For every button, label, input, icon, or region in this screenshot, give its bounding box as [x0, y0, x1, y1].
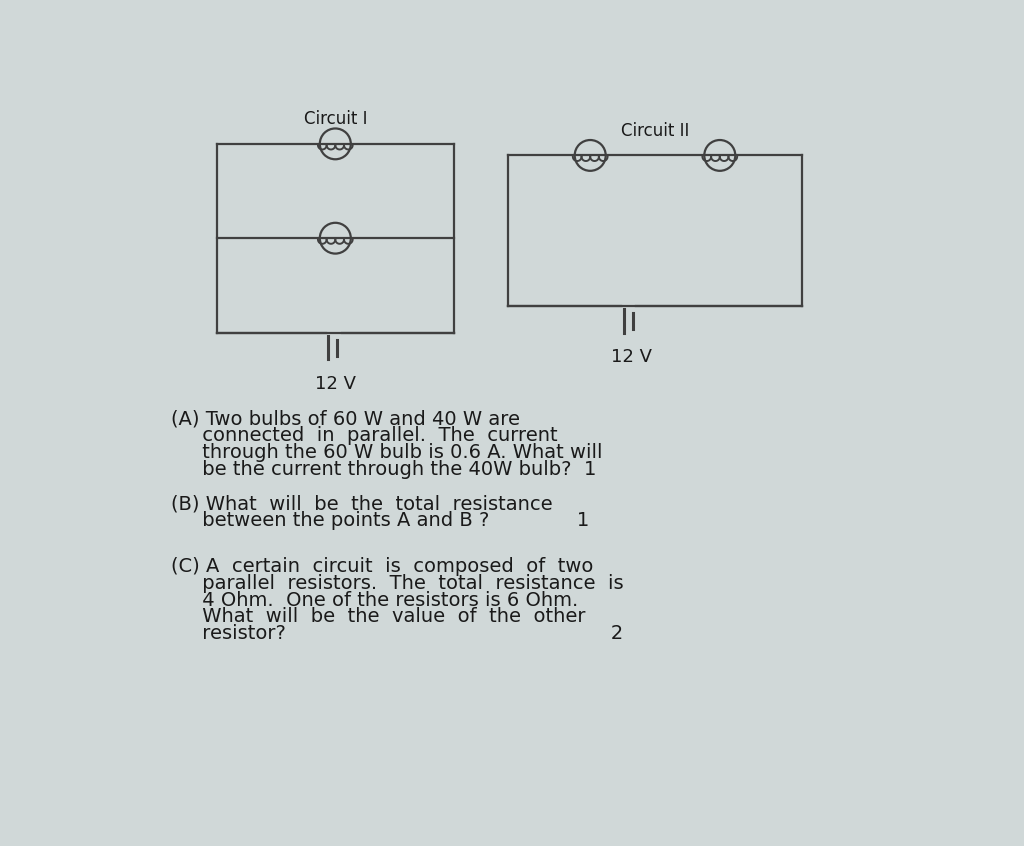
Text: resistor?                                                    2: resistor? 2: [171, 624, 623, 643]
Text: parallel  resistors.  The  total  resistance  is: parallel resistors. The total resistance…: [171, 574, 624, 593]
Text: between the points A and B ?              1: between the points A and B ? 1: [171, 511, 589, 530]
Text: connected  in  parallel.  The  current: connected in parallel. The current: [171, 426, 557, 445]
Text: be the current through the 40W bulb?  1: be the current through the 40W bulb? 1: [171, 459, 596, 479]
Text: Circuit II: Circuit II: [621, 122, 689, 140]
Text: 4 Ohm.  One of the resistors is 6 Ohm.: 4 Ohm. One of the resistors is 6 Ohm.: [171, 591, 578, 610]
Text: Circuit I: Circuit I: [303, 111, 367, 129]
Text: (C) A  certain  circuit  is  composed  of  two: (C) A certain circuit is composed of two: [171, 558, 593, 576]
Text: (B) What  will  be  the  total  resistance: (B) What will be the total resistance: [171, 494, 552, 514]
Text: through the 60 W bulb is 0.6 A. What will: through the 60 W bulb is 0.6 A. What wil…: [171, 443, 602, 462]
Text: 12 V: 12 V: [611, 348, 652, 366]
Text: What  will  be  the  value  of  the  other: What will be the value of the other: [171, 607, 585, 627]
Text: 12 V: 12 V: [314, 375, 355, 393]
Text: (A) Two bulbs of 60 W and 40 W are: (A) Two bulbs of 60 W and 40 W are: [171, 409, 519, 429]
